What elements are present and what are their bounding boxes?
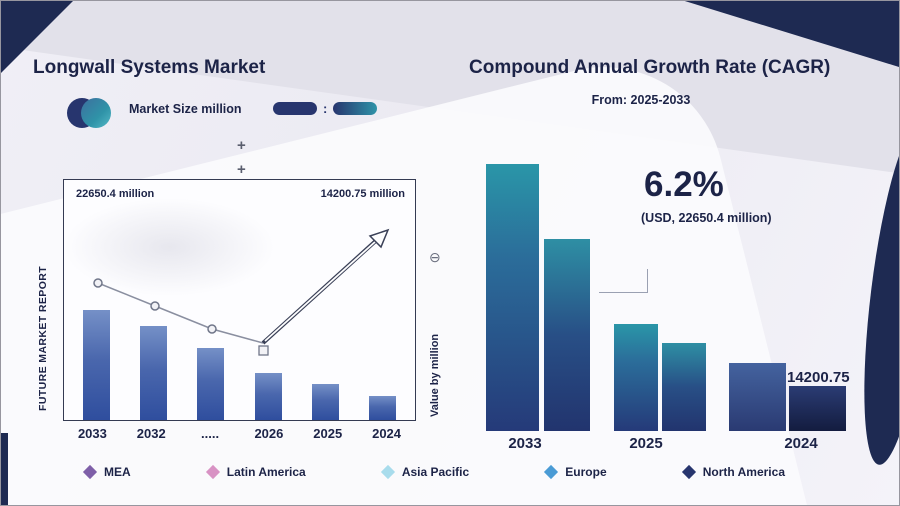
plus-icon: + [237, 161, 246, 178]
legend-item-europe: Europe [544, 464, 607, 480]
legend-label: Asia Pacific [401, 465, 470, 479]
left-x-label: 2026 [254, 426, 284, 441]
range-pills: : [273, 101, 378, 116]
trend-arrowhead-icon [368, 228, 390, 249]
legend-label: Europe [565, 465, 607, 479]
legend-item-latin-america: Latin America [205, 464, 306, 480]
marker-circle-icon [93, 278, 103, 288]
legend-label: Latin America [226, 465, 306, 479]
legend-item-asia-pacific: Asia Pacific [380, 464, 470, 480]
legend-diamond-icon [380, 464, 395, 480]
legend-item-north-america: North America [681, 464, 785, 480]
legend-label: MEA [104, 465, 131, 479]
decor-corner-line [599, 269, 648, 293]
right-bar-2024-2 [789, 386, 846, 431]
cagr-usd-note: (USD, 22650.4 million) [641, 211, 772, 225]
right-chart-subtitle: From: 2025-2033 [591, 93, 691, 107]
left-x-label: ..... [201, 426, 220, 441]
left-x-labels: 2033 2032..... 2026 2025 2024 [63, 426, 416, 441]
legend-diamond-icon [544, 464, 559, 480]
circled-minus-icon: ⊖ [429, 249, 441, 265]
left-bars [64, 180, 415, 420]
end-value-label: 14200.75 [787, 369, 850, 386]
right-chart-title: Compound Annual Growth Rate (CAGR) [469, 57, 831, 78]
left-bar-2024 [368, 396, 396, 420]
legend-diamond-icon [205, 464, 220, 480]
plus-icon: + [237, 137, 246, 154]
right-bar-2024-1 [729, 363, 786, 431]
bg-strip-bottom-left [1, 433, 8, 505]
trend-line [97, 282, 264, 344]
bottom-legend: MEA Latin America Asia Pacific Europe North … [82, 464, 785, 480]
left-x-label: 2033 [77, 426, 107, 441]
left-bar-..... [197, 348, 225, 420]
market-size-legend-label: Market Size million [129, 102, 242, 116]
marker-circle-icon [150, 301, 160, 311]
left-bar-2025 [311, 384, 339, 420]
left-x-label: 2024 [372, 426, 402, 441]
left-y-axis-label: FUTURE MARKET REPORT [37, 265, 49, 411]
marker-circle-icon [207, 324, 217, 334]
marker-square-icon [258, 345, 269, 356]
right-bar-2033-2 [544, 239, 590, 431]
pill-gradient-icon [333, 102, 378, 115]
end-value-annotation: 14200.75 million [320, 188, 405, 200]
pill-colon: : [323, 101, 328, 116]
left-bar-2033 [83, 310, 111, 420]
left-bar-2032 [140, 326, 168, 420]
trend-arrow-inner [264, 240, 377, 342]
legend-diamond-icon [82, 464, 98, 480]
trend-overlay [93, 228, 390, 356]
left-bar-2026 [254, 373, 282, 420]
value-axis-label: Value by million [429, 333, 441, 417]
legend-item-mea: MEA [82, 464, 131, 480]
legend-label: North America [702, 465, 785, 479]
cylinder-icon [67, 97, 115, 129]
start-value-annotation: 22650.4 million [76, 188, 155, 200]
cagr-percentage: 6.2% [644, 165, 724, 204]
right-bar-2025-2 [662, 343, 706, 431]
right-bar-2025-1 [614, 324, 658, 431]
pill-navy-icon [273, 102, 317, 115]
right-bar-2033-1 [486, 164, 539, 431]
left-chart-plot-area: 22650.4 million 14200.75 million [63, 179, 416, 421]
left-chart-title: Longwall Systems Market [33, 57, 266, 78]
left-x-label: 2032 [136, 426, 166, 441]
left-x-label: 2025 [313, 426, 343, 441]
cylinder-front-disc [81, 98, 111, 128]
legend-diamond-icon [681, 464, 696, 480]
